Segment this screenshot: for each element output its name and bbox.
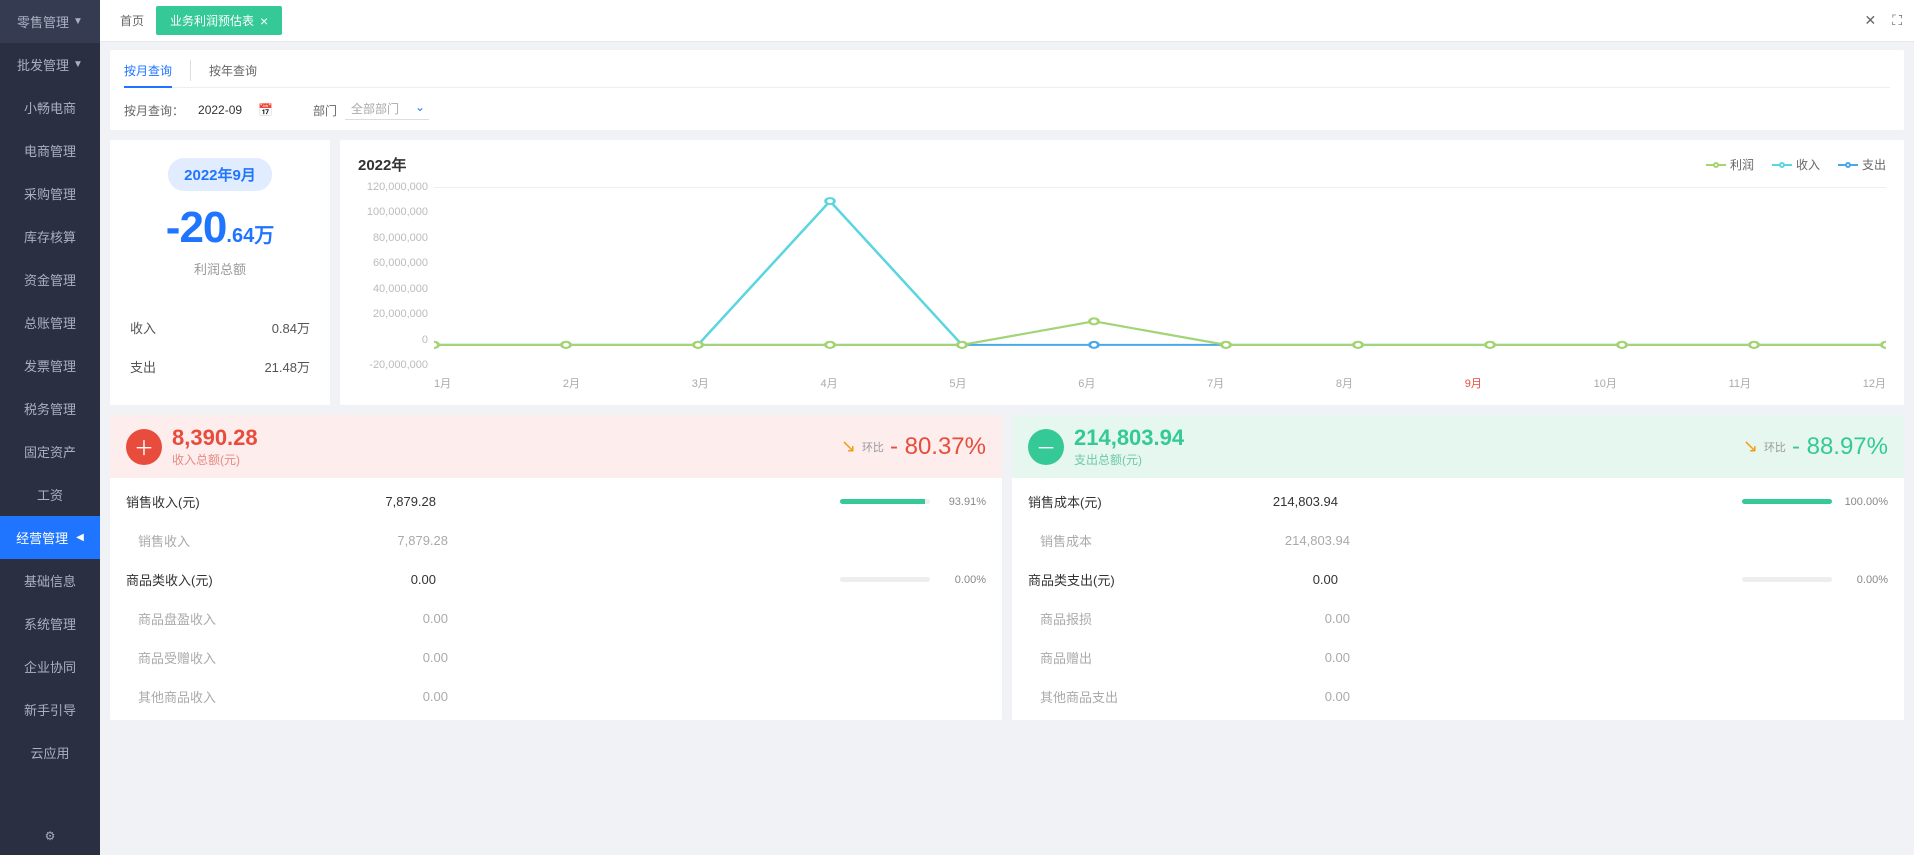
y-axis: 120,000,000100,000,00080,000,00060,000,0…: [358, 181, 428, 371]
tab-close-icon[interactable]: ×: [260, 13, 268, 29]
trend-down-icon: ↘: [841, 436, 856, 457]
income-total-label: 收入总额(元): [172, 451, 841, 468]
card-row: 其他商品收入0.00: [126, 677, 986, 716]
tab-home[interactable]: 首页: [108, 6, 156, 35]
kpi-row: 支出21.48万: [124, 347, 316, 386]
sidebar-item-15[interactable]: 企业协同: [0, 645, 100, 688]
caret-down-icon: ▼: [73, 16, 83, 27]
chart-legend: 利润 收入 支出: [1706, 156, 1886, 173]
kpi-period: 2022年9月: [168, 158, 272, 191]
card-row: 商品盘盈收入0.00: [126, 599, 986, 638]
sidebar-item-4[interactable]: 采购管理: [0, 172, 100, 215]
legend-item: 利润: [1706, 156, 1754, 173]
card-row: 销售成本(元)214,803.94100.00%: [1028, 482, 1888, 521]
caret-down-icon: ▼: [73, 59, 83, 70]
dept-label: 部门: [313, 102, 337, 119]
sidebar: 零售管理▼批发管理▼小畅电商电商管理采购管理库存核算资金管理总账管理发票管理税务…: [0, 0, 100, 855]
kpi-row: 收入0.84万: [124, 308, 316, 347]
card-row: 商品赠出0.00: [1028, 638, 1888, 677]
hb-label: 环比: [1764, 439, 1786, 455]
card-row: 其他商品支出0.00: [1028, 677, 1888, 716]
sidebar-item-11[interactable]: 工资: [0, 473, 100, 516]
sidebar-item-6[interactable]: 资金管理: [0, 258, 100, 301]
sidebar-item-2[interactable]: 小畅电商: [0, 86, 100, 129]
sidebar-item-0[interactable]: 零售管理▼: [0, 0, 100, 43]
sidebar-item-14[interactable]: 系统管理: [0, 602, 100, 645]
main: 首页 业务利润预估表 × ✕ ⛶ 按月查询 按年查询 按月查询： 2022-09…: [100, 0, 1914, 855]
month-input[interactable]: 2022-09: [198, 103, 242, 117]
income-pct: - 80.37%: [890, 433, 986, 461]
dept-value: 全部部门: [351, 102, 399, 116]
trend-down-icon: ↘: [1743, 436, 1758, 457]
sidebar-item-9[interactable]: 税务管理: [0, 387, 100, 430]
tab-profit-estimate[interactable]: 业务利润预估表 ×: [156, 6, 282, 35]
sidebar-item-1[interactable]: 批发管理▼: [0, 43, 100, 86]
chevron-down-icon: ⌄: [415, 100, 425, 114]
card-row: 商品类收入(元)0.000.00%: [126, 560, 986, 599]
expense-icon: －: [1028, 429, 1064, 465]
income-card: ＋ 8,390.28 收入总额(元) ↘ 环比 - 80.37% 销售收入(元)…: [110, 415, 1002, 720]
sidebar-item-7[interactable]: 总账管理: [0, 301, 100, 344]
sidebar-item-3[interactable]: 电商管理: [0, 129, 100, 172]
sidebar-item-17[interactable]: 云应用: [0, 731, 100, 774]
query-panel: 按月查询 按年查询 按月查询： 2022-09 📅 部门 全部部门 ⌄: [110, 50, 1904, 130]
tabbar: 首页 业务利润预估表 × ✕ ⛶: [100, 0, 1914, 42]
close-all-icon[interactable]: ✕: [1860, 8, 1880, 33]
card-row: 商品类支出(元)0.000.00%: [1028, 560, 1888, 599]
card-row: 销售收入(元)7,879.2893.91%: [126, 482, 986, 521]
sidebar-item-13[interactable]: 基础信息: [0, 559, 100, 602]
calendar-icon[interactable]: 📅: [258, 103, 273, 117]
sidebar-item-5[interactable]: 库存核算: [0, 215, 100, 258]
caret-left-icon: ◀: [76, 532, 84, 543]
chart-plot: [434, 187, 1886, 371]
expense-card: － 214,803.94 支出总额(元) ↘ 环比 - 88.97% 销售成本(…: [1012, 415, 1904, 720]
chart-title: 2022年: [358, 154, 406, 175]
month-label: 按月查询：: [124, 102, 184, 119]
dept-select[interactable]: 全部部门 ⌄: [345, 100, 429, 120]
kpi-profit: -20.64万: [124, 203, 316, 253]
query-by-year[interactable]: 按年查询: [209, 60, 257, 81]
legend-item: 支出: [1838, 156, 1886, 173]
kpi-profit-label: 利润总额: [124, 259, 316, 278]
fullscreen-icon[interactable]: ⛶: [1888, 8, 1906, 33]
sidebar-item-16[interactable]: 新手引导: [0, 688, 100, 731]
expense-pct: - 88.97%: [1792, 433, 1888, 461]
income-icon: ＋: [126, 429, 162, 465]
tab-label: 业务利润预估表: [170, 12, 254, 29]
hb-label: 环比: [862, 439, 884, 455]
sidebar-item-8[interactable]: 发票管理: [0, 344, 100, 387]
card-row: 销售收入7,879.28: [126, 521, 986, 560]
card-row: 商品受赠收入0.00: [126, 638, 986, 677]
query-by-month[interactable]: 按月查询: [124, 60, 172, 88]
card-row: 商品报损0.00: [1028, 599, 1888, 638]
gear-icon[interactable]: ⚙: [45, 829, 56, 843]
sidebar-item-10[interactable]: 固定资产: [0, 430, 100, 473]
expense-total: 214,803.94: [1074, 425, 1743, 451]
kpi-panel: 2022年9月 -20.64万 利润总额 收入0.84万支出21.48万: [110, 140, 330, 405]
expense-total-label: 支出总额(元): [1074, 451, 1743, 468]
legend-item: 收入: [1772, 156, 1820, 173]
income-total: 8,390.28: [172, 425, 841, 451]
chart-panel: 2022年 利润 收入 支出 120,000,000100,000,00080,00…: [340, 140, 1904, 405]
x-axis: 1月2月3月4月5月6月7月8月9月10月11月12月: [434, 375, 1886, 391]
sidebar-item-12[interactable]: 经营管理◀: [0, 516, 100, 559]
card-row: 销售成本214,803.94: [1028, 521, 1888, 560]
